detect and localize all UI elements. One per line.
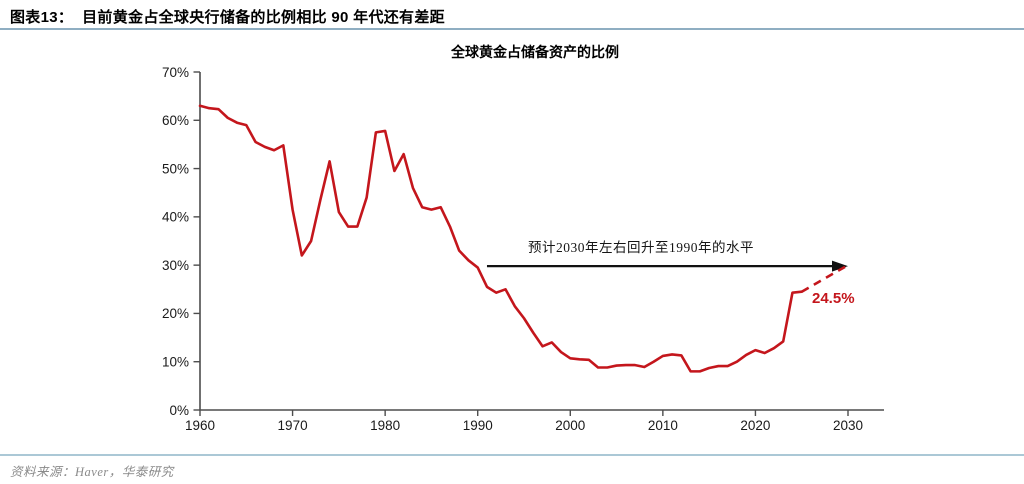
x-axis-tick-label: 2030 (833, 418, 863, 433)
x-axis-tick-label: 2020 (740, 418, 770, 433)
x-axis-tick-label: 1970 (278, 418, 308, 433)
x-axis-tick-label: 1990 (463, 418, 493, 433)
x-axis-tick-label: 2000 (555, 418, 585, 433)
y-axis-tick-label: 40% (162, 210, 189, 225)
x-axis-tick-label: 2010 (648, 418, 678, 433)
figure-caption: 图表13： 目前黄金占全球央行储备的比例相比 90 年代还有差距 (10, 9, 445, 26)
forecast-annotation: 预计2030年左右回升至1990年的水平 (528, 240, 754, 255)
footer-rule (0, 454, 1024, 456)
source-note: 资料来源：Haver，华泰研究 (10, 465, 174, 479)
end-value-label: 24.5% (812, 290, 855, 307)
chart-title: 全球黄金占储备资产的比例 (450, 44, 619, 61)
y-axis-tick-label: 20% (162, 306, 189, 321)
x-axis-tick-label: 1960 (185, 418, 215, 433)
y-axis-tick-label: 50% (162, 161, 189, 176)
y-axis-tick-label: 10% (162, 355, 189, 370)
gold-share-line (198, 104, 804, 373)
forecast-dashed-line (801, 264, 849, 293)
y-axis-tick-label: 60% (162, 113, 189, 128)
forecast-arrow-head (832, 260, 848, 272)
x-axis-tick-label: 1980 (370, 418, 400, 433)
header-rule (0, 28, 1024, 30)
y-axis-tick-label: 0% (169, 403, 189, 418)
y-axis-tick-label: 70% (162, 65, 189, 80)
y-axis-tick-label: 30% (162, 258, 189, 273)
